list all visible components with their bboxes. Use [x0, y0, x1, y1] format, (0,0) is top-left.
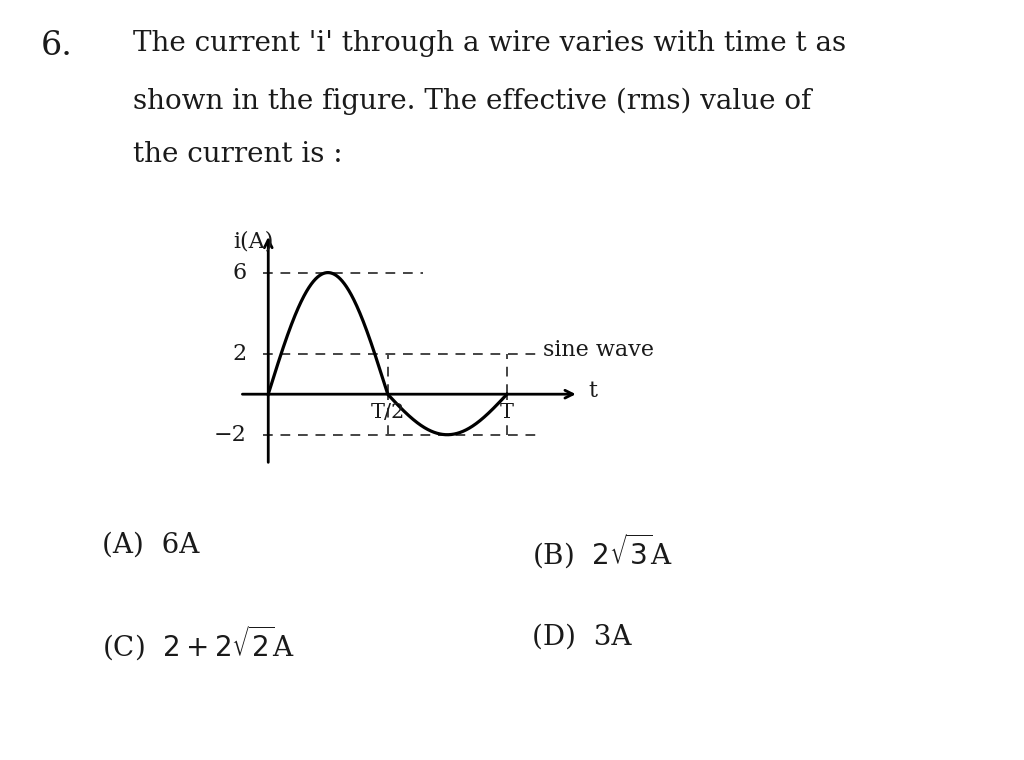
- Text: i(A): i(A): [233, 230, 274, 252]
- Text: T/2: T/2: [371, 404, 404, 423]
- Text: (B)  $2\sqrt{3}$A: (B) $2\sqrt{3}$A: [532, 532, 673, 572]
- Text: −2: −2: [214, 424, 247, 445]
- Text: The current 'i' through a wire varies with time t as: The current 'i' through a wire varies wi…: [133, 30, 846, 58]
- Text: (A)  6A: (A) 6A: [102, 532, 200, 559]
- Text: the current is :: the current is :: [133, 141, 343, 168]
- Text: (D)  3A: (D) 3A: [532, 623, 632, 651]
- Text: 2: 2: [232, 343, 247, 365]
- Text: T: T: [500, 404, 514, 423]
- Text: (C)  $2+2\sqrt{2}$A: (C) $2+2\sqrt{2}$A: [102, 623, 296, 663]
- Text: sine wave: sine wave: [543, 339, 653, 360]
- Text: 6.: 6.: [41, 30, 73, 62]
- Text: t: t: [588, 379, 597, 401]
- Text: shown in the figure. The effective (rms) value of: shown in the figure. The effective (rms)…: [133, 87, 811, 115]
- Text: 6: 6: [232, 261, 247, 283]
